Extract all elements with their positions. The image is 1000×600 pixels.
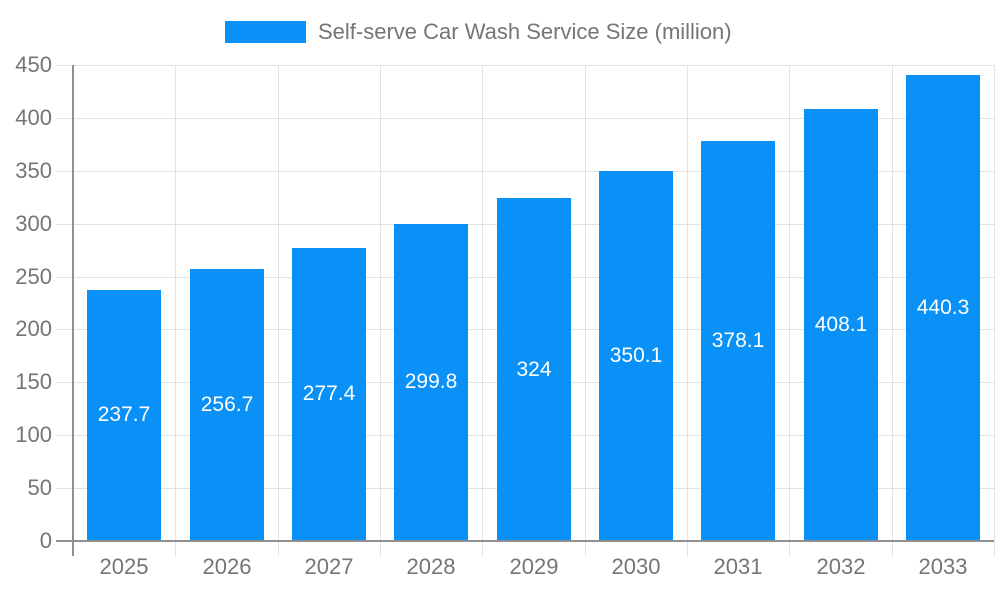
bar-value-label: 256.7 (200, 393, 254, 416)
x-axis-tick-label: 2026 (202, 554, 252, 579)
grid-line-h (56, 118, 994, 119)
y-axis-tick-label: 350 (15, 158, 52, 183)
bar (394, 224, 468, 540)
bar (190, 269, 264, 540)
grid-line-v (175, 65, 176, 556)
grid-line-h (56, 171, 994, 172)
bar (804, 109, 878, 540)
bar (599, 171, 673, 540)
x-axis-line (56, 540, 994, 542)
bar (292, 248, 366, 540)
y-axis-tick-label: 150 (15, 369, 52, 394)
x-axis-tick-label: 2025 (99, 554, 149, 579)
bar-value-label: 324 (516, 358, 552, 381)
x-axis-tick-label: 2031 (713, 554, 763, 579)
y-axis-tick-label: 450 (15, 52, 52, 77)
bar-value-label: 350.1 (609, 344, 663, 367)
bar-value-label: 277.4 (302, 382, 356, 405)
legend-label: Self-serve Car Wash Service Size (millio… (318, 19, 732, 44)
grid-line-v (585, 65, 586, 556)
bar (87, 290, 161, 540)
grid-line-h (56, 65, 994, 66)
x-axis-tick-label: 2033 (918, 554, 968, 579)
y-axis-tick-label: 50 (27, 475, 52, 500)
x-axis-tick-label: 2032 (816, 554, 866, 579)
grid-line-v (482, 65, 483, 556)
bar-value-label: 237.7 (97, 403, 151, 426)
grid-line-v (380, 65, 381, 556)
y-axis-line (72, 65, 74, 556)
legend-item[interactable]: Self-serve Car Wash Service Size (millio… (225, 19, 732, 45)
bar (701, 141, 775, 540)
y-axis-tick-label: 300 (15, 211, 52, 236)
grid-line-v (789, 65, 790, 556)
bar (497, 198, 571, 540)
y-axis-tick-label: 0 (39, 528, 52, 553)
x-axis-tick-label: 2028 (406, 554, 456, 579)
bar-value-label: 378.1 (711, 329, 765, 352)
bar-value-label: 408.1 (814, 313, 868, 336)
x-axis-tick-label: 2029 (509, 554, 559, 579)
x-axis-tick-label: 2030 (611, 554, 661, 579)
grid-line-v (892, 65, 893, 556)
grid-line-v (278, 65, 279, 556)
bar (906, 75, 980, 540)
grid-line-v (994, 65, 995, 556)
x-axis-tick-label: 2027 (304, 554, 354, 579)
y-axis-tick-label: 400 (15, 105, 52, 130)
y-axis-tick-label: 250 (15, 264, 52, 289)
y-axis-tick-label: 200 (15, 316, 52, 341)
grid-line-v (687, 65, 688, 556)
bar-value-label: 440.3 (916, 296, 970, 319)
bar-value-label: 299.8 (404, 370, 458, 393)
legend-swatch (225, 21, 306, 43)
y-axis-tick-label: 100 (15, 422, 52, 447)
